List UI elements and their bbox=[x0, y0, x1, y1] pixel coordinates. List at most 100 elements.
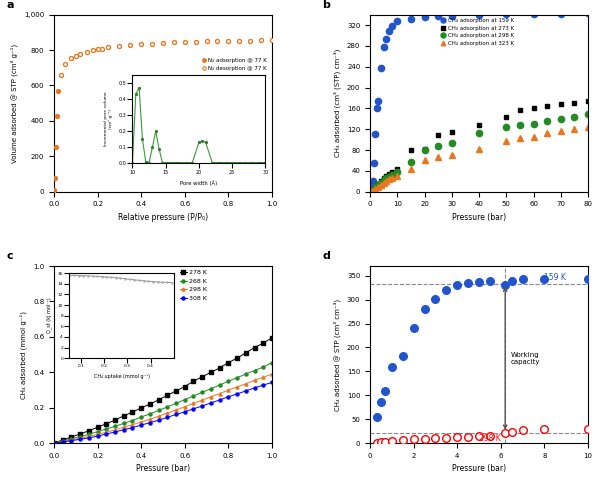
308 K bbox=[85, 435, 92, 441]
CH₄ adsorption at 298 K bbox=[372, 185, 379, 191]
N₂ adsorption @ 77 K bbox=[116, 43, 123, 49]
CH₄ adsorption at 159 K bbox=[584, 10, 592, 16]
278 K bbox=[155, 397, 162, 403]
CH₄ adsorption at 323 K bbox=[448, 152, 455, 158]
308 K bbox=[120, 427, 127, 432]
159 K bbox=[432, 296, 439, 301]
278 K bbox=[268, 335, 275, 341]
298 K bbox=[251, 377, 258, 383]
CH₄ adsorption at 298 K bbox=[571, 114, 578, 120]
N₂ adsorption @ 77 K bbox=[203, 38, 210, 44]
CH₄ adsorption at 273 K bbox=[530, 105, 537, 111]
CH₄ adsorption at 298 K bbox=[503, 124, 510, 130]
308 K bbox=[190, 406, 197, 412]
CH₄ adsorption at 273 K bbox=[374, 182, 382, 187]
CH₄ adsorption at 159 K bbox=[372, 131, 379, 137]
CH₄ adsorption at 323 K bbox=[421, 157, 428, 163]
298 K bbox=[519, 427, 526, 433]
Line: 298 K: 298 K bbox=[52, 373, 274, 445]
N₂ adsorption @ 77 K bbox=[72, 53, 79, 58]
N₂ desorption @ 77 K bbox=[214, 38, 221, 44]
298 K bbox=[77, 435, 84, 441]
298 K bbox=[199, 397, 206, 403]
298 K bbox=[85, 433, 92, 439]
298 K bbox=[268, 371, 275, 377]
CH₄ adsorption at 298 K bbox=[380, 177, 387, 183]
308 K bbox=[233, 391, 241, 397]
N₂ adsorption @ 77 K bbox=[57, 72, 64, 78]
CH₄ adsorption at 273 K bbox=[557, 101, 565, 107]
N₂ desorption @ 77 K bbox=[68, 55, 75, 61]
268 K bbox=[208, 386, 215, 392]
CH₄ adsorption at 298 K bbox=[394, 169, 401, 175]
298 K bbox=[137, 419, 145, 425]
Y-axis label: CH₄ adsorbed (cm³ (STP) cm⁻³): CH₄ adsorbed (cm³ (STP) cm⁻³) bbox=[334, 49, 341, 157]
N₂ desorption @ 77 K bbox=[127, 42, 134, 48]
CH₄ adsorption at 273 K bbox=[503, 114, 510, 120]
CH₄ adsorption at 159 K bbox=[421, 14, 428, 20]
CH₄ adsorption at 159 K bbox=[369, 178, 376, 184]
268 K bbox=[112, 423, 119, 429]
298 K bbox=[541, 426, 548, 432]
CH₄ adsorption at 323 K bbox=[368, 189, 375, 195]
CH₄ adsorption at 159 K bbox=[386, 28, 393, 34]
Y-axis label: CH₄ adsorbed @ STP (cm³ cm⁻³): CH₄ adsorbed @ STP (cm³ cm⁻³) bbox=[334, 299, 341, 411]
CH₄ adsorption at 323 K bbox=[386, 176, 393, 182]
CH₄ adsorption at 159 K bbox=[367, 188, 374, 194]
Legend: CH₄ adsorption at 159 K, CH₄ adsorption at 273 K, CH₄ adsorption at 298 K, CH₄ a: CH₄ adsorption at 159 K, CH₄ adsorption … bbox=[438, 16, 516, 48]
CH₄ adsorption at 298 K bbox=[388, 172, 395, 178]
278 K bbox=[190, 378, 197, 384]
N₂ desorption @ 77 K bbox=[94, 46, 101, 52]
Line: 308 K: 308 K bbox=[52, 381, 274, 445]
298 K bbox=[181, 404, 188, 410]
159 K bbox=[541, 276, 548, 282]
298 K bbox=[421, 436, 428, 442]
308 K bbox=[216, 397, 223, 403]
N₂ adsorption @ 77 K bbox=[77, 51, 84, 57]
159 K bbox=[487, 278, 494, 284]
159 K bbox=[382, 388, 389, 393]
CH₄ adsorption at 298 K bbox=[448, 140, 455, 146]
278 K bbox=[208, 370, 215, 375]
CH₄ adsorption at 323 K bbox=[407, 166, 415, 172]
CH₄ adsorption at 298 K bbox=[584, 111, 592, 116]
278 K bbox=[120, 413, 127, 419]
298 K bbox=[164, 410, 171, 416]
N₂ desorption @ 77 K bbox=[160, 40, 167, 46]
CH₄ adsorption at 273 K bbox=[377, 178, 385, 184]
278 K bbox=[251, 345, 258, 351]
159 K bbox=[410, 325, 417, 331]
N₂ adsorption @ 77 K bbox=[94, 46, 101, 52]
CH₄ adsorption at 159 K bbox=[475, 12, 482, 18]
CH₄ adsorption at 273 K bbox=[571, 100, 578, 106]
N₂ desorption @ 77 K bbox=[236, 38, 243, 44]
CH₄ adsorption at 323 K bbox=[394, 172, 401, 178]
N₂ adsorption @ 77 K bbox=[192, 39, 199, 45]
159 K bbox=[373, 414, 380, 420]
268 K bbox=[94, 429, 101, 434]
298 K bbox=[216, 391, 223, 396]
308 K bbox=[251, 385, 258, 391]
CH₄ adsorption at 273 K bbox=[407, 147, 415, 153]
Line: 268 K: 268 K bbox=[52, 361, 274, 445]
308 K bbox=[137, 422, 145, 428]
Text: c: c bbox=[6, 251, 13, 261]
308 K bbox=[112, 429, 119, 435]
CH₄ adsorption at 323 K bbox=[544, 131, 551, 136]
CH₄ adsorption at 159 K bbox=[407, 16, 415, 22]
CH₄ adsorption at 159 K bbox=[374, 97, 382, 103]
308 K bbox=[155, 417, 162, 423]
308 K bbox=[146, 420, 154, 426]
CH₄ adsorption at 273 K bbox=[475, 122, 482, 128]
278 K bbox=[137, 405, 145, 411]
268 K bbox=[260, 364, 267, 370]
298 K bbox=[225, 387, 232, 393]
308 K bbox=[103, 431, 110, 437]
X-axis label: Relative pressure (P/P₀): Relative pressure (P/P₀) bbox=[118, 213, 208, 222]
308 K bbox=[268, 379, 275, 385]
Line: 298 K: 298 K bbox=[373, 425, 592, 447]
N₂ adsorption @ 77 K bbox=[225, 38, 232, 44]
CH₄ adsorption at 159 K bbox=[388, 23, 395, 29]
N₂ adsorption @ 77 K bbox=[53, 145, 60, 150]
CH₄ adsorption at 159 K bbox=[380, 44, 387, 50]
